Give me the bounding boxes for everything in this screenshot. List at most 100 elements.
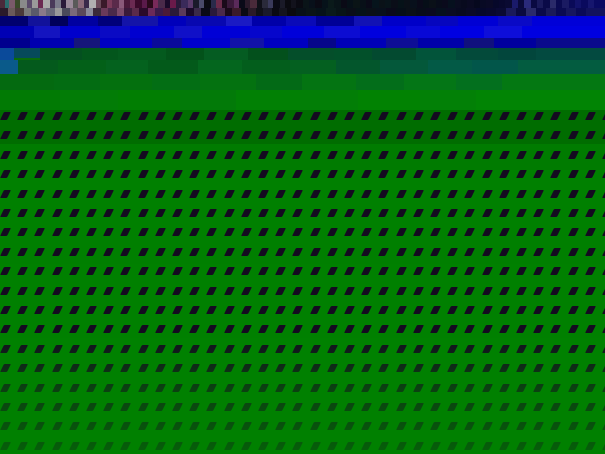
noise-cell [46, 8, 55, 16]
green-artifact-block [256, 74, 302, 90]
glyph-mark [309, 131, 321, 140]
green-artifact-block [58, 60, 106, 74]
glyph-mark [68, 364, 80, 373]
glyph-mark [154, 344, 166, 353]
noise-cell [486, 8, 496, 16]
green-artifact-block [300, 90, 358, 110]
glyph-mark [584, 286, 596, 295]
glyph-mark [361, 267, 373, 276]
glyph-mark [344, 189, 355, 198]
glyph-mark [516, 383, 527, 392]
glyph-mark [120, 306, 132, 314]
glyph-mark [412, 403, 424, 411]
blue-artifact-block [308, 38, 336, 48]
glyph-mark [567, 189, 579, 198]
glyph-mark [567, 112, 579, 120]
glyph-mark [68, 131, 80, 140]
green-artifact-block [106, 60, 148, 74]
glyph-mark [378, 209, 390, 217]
glyph-mark [240, 383, 252, 392]
glyph-mark [206, 325, 218, 334]
glyph-mark [34, 228, 46, 237]
glyph-mark [447, 344, 459, 353]
glyph-mark [258, 150, 269, 159]
glyph-mark [206, 286, 218, 295]
glyph-mark [550, 383, 562, 392]
glyph-mark [258, 441, 269, 450]
glyph-mark [103, 364, 115, 373]
glyph-mark [378, 364, 390, 373]
glyph-mark [68, 383, 80, 392]
glyph-mark [137, 441, 149, 450]
glyph-mark [567, 403, 579, 411]
glyph-mark [533, 286, 545, 295]
blue-artifact-block [0, 26, 34, 38]
glyph-mark [120, 189, 132, 198]
glyph-mark [326, 170, 338, 179]
glyph-mark [430, 170, 441, 179]
glyph-mark [275, 422, 287, 431]
noise-cell [556, 8, 566, 16]
glyph-row [0, 112, 605, 122]
blue-artifact-block [386, 38, 418, 48]
glyph-mark [378, 228, 390, 237]
glyph-mark [498, 247, 510, 256]
glyph-mark [86, 228, 97, 237]
green-artifact-block [334, 48, 372, 60]
blue-artifact-block [30, 38, 74, 48]
glyph-mark [240, 228, 252, 237]
glyph-mark [34, 325, 46, 334]
artifact-band [0, 48, 605, 110]
glyph-mark [344, 422, 355, 431]
glyph-mark [361, 403, 373, 411]
glyph-mark [361, 286, 373, 295]
glyph-mark [533, 228, 545, 237]
glyph-mark [154, 403, 166, 411]
glyph-mark [17, 344, 29, 353]
glyph-mark [17, 325, 29, 334]
glyph-mark [481, 325, 493, 334]
glyph-mark [206, 131, 218, 140]
glyph-mark [550, 364, 562, 373]
glyph-mark [464, 286, 476, 295]
glyph-mark [275, 150, 287, 159]
glyph-mark [137, 422, 149, 431]
glyph-row [0, 228, 605, 238]
glyph-mark [550, 150, 562, 159]
glyph-mark [103, 228, 115, 237]
glyph-mark [481, 170, 493, 179]
glyph-mark [258, 170, 269, 179]
blue-artifact-block [130, 26, 174, 38]
glyph-mark [378, 403, 390, 411]
glyph-mark [154, 364, 166, 373]
glyph-row [0, 325, 605, 335]
glyph-mark [584, 267, 596, 276]
blue-artifact-block [264, 38, 308, 48]
glyph-mark [0, 364, 11, 373]
glyph-mark [275, 403, 287, 411]
blue-artifact-block [186, 16, 226, 26]
glyph-mark [584, 383, 596, 392]
glyph-mark [584, 228, 596, 237]
glyph-mark [292, 131, 304, 140]
glyph-mark [309, 325, 321, 334]
glyph-mark [533, 403, 545, 411]
glyph-mark [498, 325, 510, 334]
glyph-mark [137, 131, 149, 140]
glyph-mark [464, 228, 476, 237]
glyph-mark [0, 170, 11, 179]
green-artifact-block [372, 48, 416, 60]
glyph-mark [481, 286, 493, 295]
glyph-mark [533, 325, 545, 334]
green-artifact-block [18, 60, 58, 74]
noise-cell [296, 8, 306, 16]
noise-cell [336, 8, 346, 16]
glyph-mark [498, 189, 510, 198]
noise-cell [163, 8, 170, 16]
blue-artifact-block [382, 16, 426, 26]
glyph-mark [584, 247, 596, 256]
glyph-mark [137, 209, 149, 217]
glyph-mark [361, 247, 373, 256]
glyph-mark [533, 344, 545, 353]
